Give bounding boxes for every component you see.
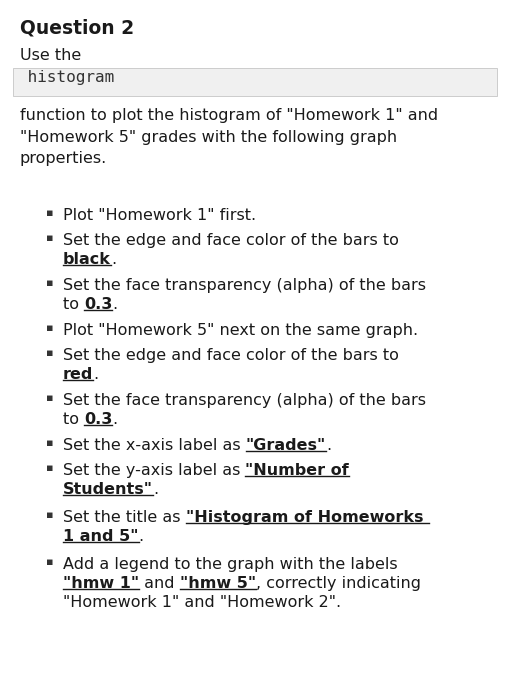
Text: Set the edge and face color of the bars to: Set the edge and face color of the bars … [63,348,398,363]
Text: Add a legend to the graph with the labels: Add a legend to the graph with the label… [63,557,397,572]
Text: 1 and 5": 1 and 5" [63,529,138,544]
Text: Set the y-axis label as: Set the y-axis label as [63,463,245,478]
Text: ▪: ▪ [46,208,53,218]
Text: to: to [63,297,84,312]
Text: "hmw 1": "hmw 1" [63,576,139,591]
Text: Set the title as: Set the title as [63,510,185,525]
Text: red: red [63,367,93,382]
Text: Plot "Homework 5" next on the same graph.: Plot "Homework 5" next on the same graph… [63,323,417,338]
Text: .: . [325,438,330,453]
Text: .: . [112,297,118,312]
Text: "Grades": "Grades" [245,438,325,453]
Text: ▪: ▪ [46,348,53,358]
Text: "Number of: "Number of [245,463,349,478]
Text: ▪: ▪ [46,438,53,448]
Text: ▪: ▪ [46,510,53,520]
Text: histogram: histogram [18,70,114,85]
Text: .: . [110,252,116,267]
Text: 0.3: 0.3 [84,297,112,312]
Text: Set the face transparency (alpha) of the bars: Set the face transparency (alpha) of the… [63,278,425,293]
Text: to: to [63,412,84,427]
Text: .: . [153,482,158,497]
Text: .: . [93,367,98,382]
Text: Set the face transparency (alpha) of the bars: Set the face transparency (alpha) of the… [63,393,425,408]
Text: ▪: ▪ [46,393,53,403]
Text: 0.3: 0.3 [84,412,112,427]
Text: Set the x-axis label as: Set the x-axis label as [63,438,245,453]
Text: , correctly indicating: , correctly indicating [256,576,420,591]
Text: .: . [112,412,118,427]
Text: "Histogram of Homeworks: "Histogram of Homeworks [185,510,428,525]
Text: "Homework 1" and "Homework 2".: "Homework 1" and "Homework 2". [63,595,341,610]
Text: ▪: ▪ [46,278,53,288]
Text: ▪: ▪ [46,557,53,567]
Text: ▪: ▪ [46,323,53,333]
Text: "hmw 5": "hmw 5" [179,576,256,591]
Text: ▪: ▪ [46,233,53,243]
Text: Students": Students" [63,482,153,497]
Text: Question 2: Question 2 [20,18,134,37]
Text: Plot "Homework 1" first.: Plot "Homework 1" first. [63,208,256,223]
Text: and: and [139,576,179,591]
Text: Use the: Use the [20,48,81,63]
Text: black: black [63,252,110,267]
Text: .: . [138,529,144,544]
Text: function to plot the histogram of "Homework 1" and
"Homework 5" grades with the : function to plot the histogram of "Homew… [20,108,437,166]
Text: Set the edge and face color of the bars to: Set the edge and face color of the bars … [63,233,398,248]
Text: ▪: ▪ [46,463,53,473]
